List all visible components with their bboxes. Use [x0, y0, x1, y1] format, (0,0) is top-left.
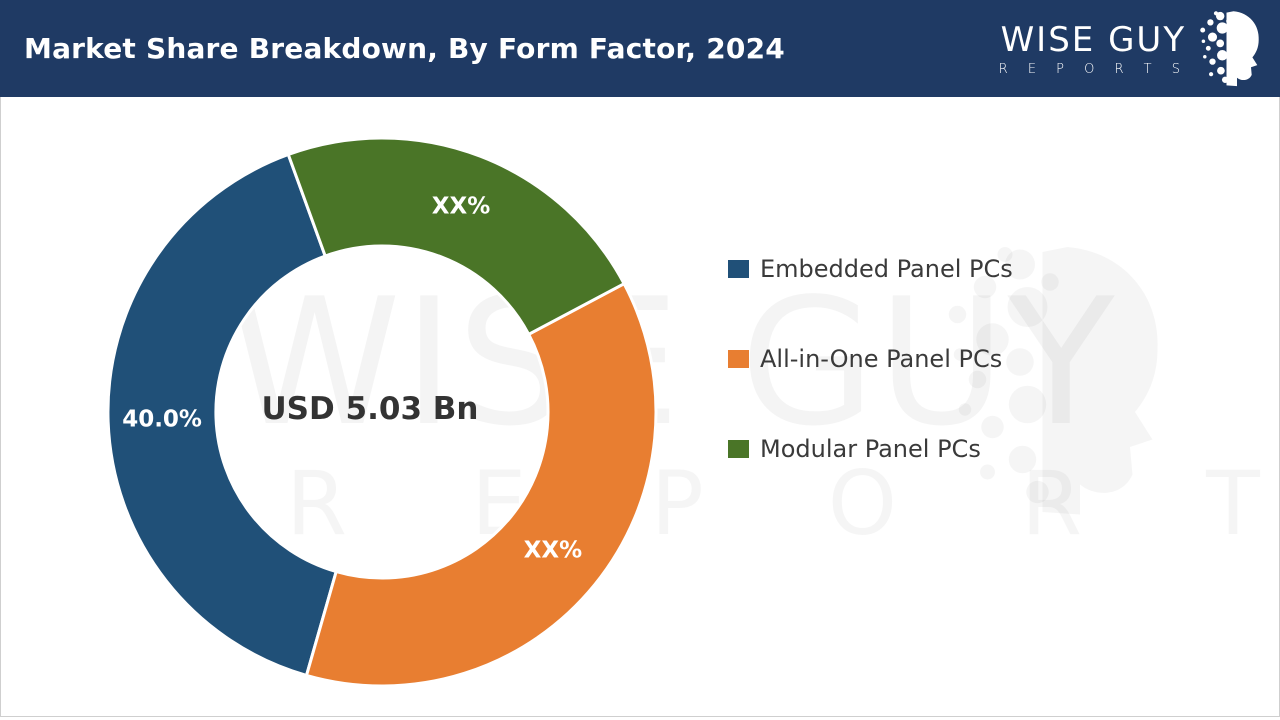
slice-label-0: 40.0%	[122, 407, 202, 433]
chart-legend: Embedded Panel PCs All-in-One Panel PCs …	[728, 252, 1013, 522]
legend-label: All-in-One Panel PCs	[760, 345, 1003, 373]
slice-label-2: XX%	[432, 194, 491, 220]
donut-chart: 40.0% XX% XX%	[106, 136, 658, 688]
header-bar: Market Share Breakdown, By Form Factor, …	[0, 0, 1280, 97]
legend-swatch-blue	[728, 260, 749, 278]
legend-label: Embedded Panel PCs	[760, 255, 1013, 283]
legend-item-modular: Modular Panel PCs	[728, 432, 1013, 466]
brand-logo: WISE GUY R E P O R T S	[999, 4, 1266, 94]
legend-item-all-in-one: All-in-One Panel PCs	[728, 342, 1013, 376]
slice-label-1: XX%	[524, 538, 583, 564]
legend-item-embedded: Embedded Panel PCs	[728, 252, 1013, 286]
brand-name: WISE GUY	[1000, 19, 1187, 60]
pie-slice-1	[305, 282, 658, 688]
brand-subtitle: R E P O R T S	[998, 61, 1188, 77]
pie-slice-2	[286, 136, 626, 336]
brand-logo-text: WISE GUY R E P O R T S	[999, 23, 1188, 76]
brand-head-icon	[1200, 11, 1259, 87]
legend-swatch-orange	[728, 350, 749, 368]
legend-label: Modular Panel PCs	[760, 435, 981, 463]
page-title: Market Share Breakdown, By Form Factor, …	[24, 32, 785, 65]
pie-slice-0	[106, 153, 338, 677]
legend-swatch-green	[728, 440, 749, 458]
